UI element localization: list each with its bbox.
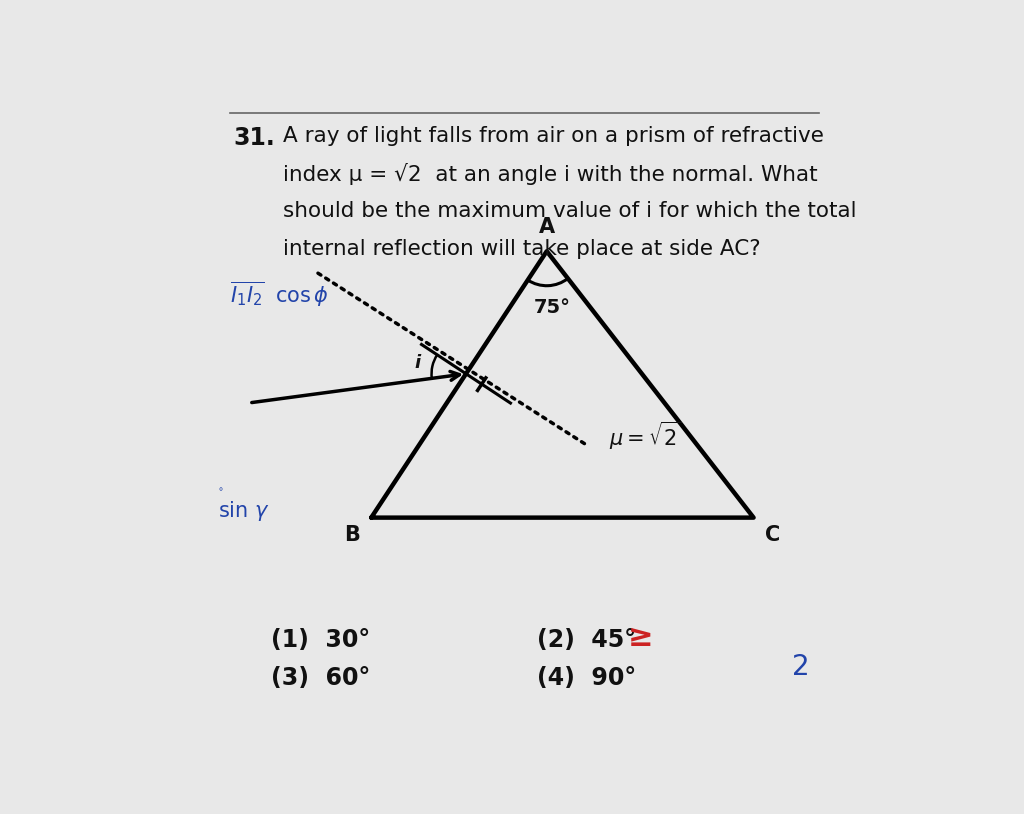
Text: A: A xyxy=(539,217,555,238)
Text: should be the maximum value of i for which the total: should be the maximum value of i for whi… xyxy=(284,201,857,221)
Text: (1)  30°: (1) 30° xyxy=(271,628,371,652)
Text: $^\circ$: $^\circ$ xyxy=(215,486,223,501)
Text: $\sin\,\gamma$: $\sin\,\gamma$ xyxy=(218,499,269,523)
Text: 75°: 75° xyxy=(534,298,570,317)
Text: 31.: 31. xyxy=(233,126,275,150)
Text: B: B xyxy=(344,525,360,545)
Text: (4)  90°: (4) 90° xyxy=(538,666,637,690)
Text: A ray of light falls from air on a prism of refractive: A ray of light falls from air on a prism… xyxy=(284,126,824,146)
Text: (2)  45°: (2) 45° xyxy=(538,628,637,652)
Text: C: C xyxy=(765,525,780,545)
Text: $2$: $2$ xyxy=(792,653,808,681)
Text: i: i xyxy=(414,353,420,372)
Text: ≥: ≥ xyxy=(628,624,653,652)
Text: (3)  60°: (3) 60° xyxy=(271,666,371,690)
Text: index μ = √2  at an angle i with the normal. What: index μ = √2 at an angle i with the norm… xyxy=(284,164,818,186)
Text: $\mu = \sqrt{2}$: $\mu = \sqrt{2}$ xyxy=(609,420,682,453)
Text: internal reflection will take place at side AC?: internal reflection will take place at s… xyxy=(284,239,761,259)
Text: $\overline{I_1I_2}$  $\cos\phi$: $\overline{I_1I_2}$ $\cos\phi$ xyxy=(230,279,329,309)
